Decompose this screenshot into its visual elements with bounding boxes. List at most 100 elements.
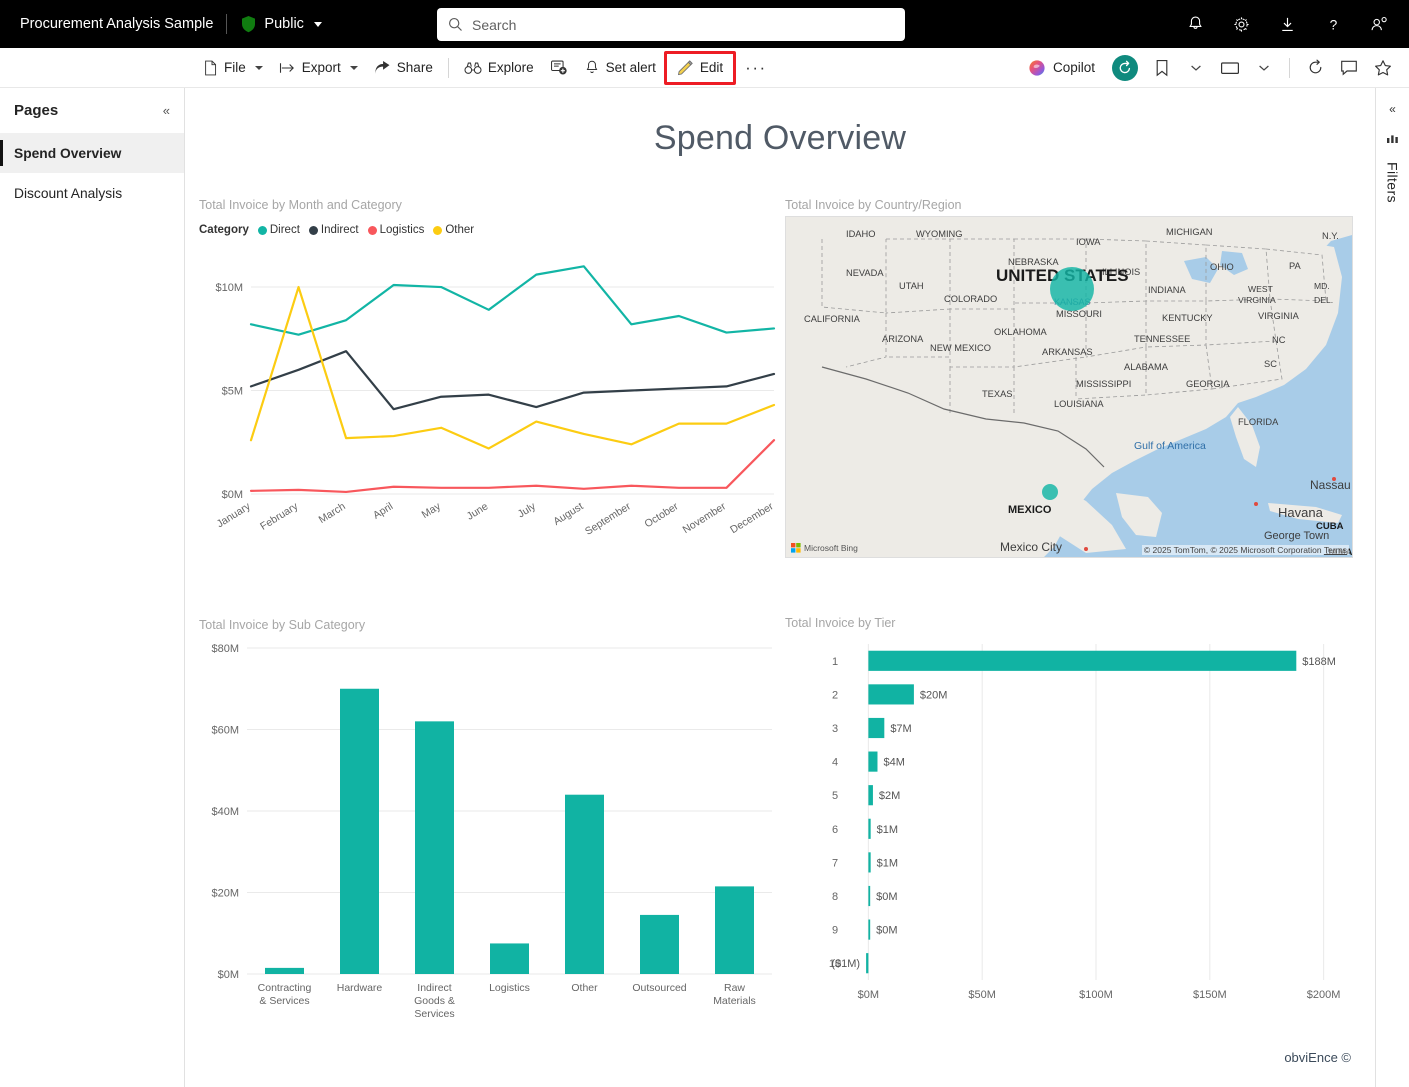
- svg-text:MICHIGAN: MICHIGAN: [1166, 227, 1213, 237]
- svg-text:KENTUCKY: KENTUCKY: [1162, 313, 1213, 323]
- title-divider: [226, 14, 228, 34]
- tier-bar[interactable]: [866, 953, 869, 974]
- bar-x-tick: Other: [571, 982, 598, 994]
- line-x-tick: February: [258, 500, 301, 533]
- refresh-icon[interactable]: [1299, 53, 1331, 83]
- tier-bar[interactable]: [868, 885, 871, 907]
- edit-button[interactable]: Edit: [663, 50, 737, 85]
- share-button[interactable]: Share: [366, 53, 441, 83]
- sidebar-item-discount-analysis[interactable]: Discount Analysis: [0, 173, 184, 213]
- help-question-icon[interactable]: ?: [1313, 4, 1353, 44]
- favorite-star-icon[interactable]: [1367, 53, 1399, 83]
- line-series-indirect[interactable]: [249, 350, 776, 411]
- view-chevron-down-icon[interactable]: [1248, 53, 1280, 83]
- svg-text:WEST: WEST: [1248, 284, 1274, 294]
- bar-column[interactable]: [415, 721, 454, 974]
- legend-entry-logistics[interactable]: Logistics: [367, 224, 424, 236]
- line-chart-visual[interactable]: Total Invoice by Month and Category Cate…: [199, 198, 784, 573]
- collapse-pages-icon[interactable]: «: [162, 103, 170, 118]
- svg-text:$100M: $100M: [1079, 989, 1113, 1001]
- tier-bar[interactable]: [868, 785, 873, 806]
- filters-pane-collapsed[interactable]: « Filters: [1375, 88, 1409, 1087]
- pencil-edit-icon: [677, 60, 693, 76]
- report-toolbar: File Export Share Explore: [0, 48, 1409, 88]
- tier-y-tick: 3: [832, 723, 838, 735]
- search-input[interactable]: Search: [437, 8, 905, 41]
- tier-bar[interactable]: [868, 852, 871, 873]
- legend-entry-other[interactable]: Other: [433, 224, 474, 236]
- set-alert-button[interactable]: Set alert: [576, 53, 664, 83]
- bar-column[interactable]: [265, 967, 304, 974]
- tier-bar[interactable]: [868, 751, 878, 772]
- settings-gear-icon[interactable]: [1221, 4, 1261, 44]
- sensitivity-label-button[interactable]: Public: [240, 15, 322, 33]
- tier-bar-visual[interactable]: Total Invoice by Tier $0M $50M $100M $150M $…: [785, 616, 1357, 1016]
- subscribe-button[interactable]: [542, 53, 576, 83]
- svg-text:NC: NC: [1272, 335, 1286, 345]
- bell-icon: [586, 60, 597, 74]
- bar-column[interactable]: [640, 914, 679, 974]
- bar-x-tick: Logistics: [489, 982, 530, 994]
- tier-bar[interactable]: [868, 717, 885, 739]
- svg-text:Gulf of America: Gulf of America: [1134, 440, 1206, 452]
- view-mode-icon[interactable]: [1214, 53, 1246, 83]
- svg-text:COLORADO: COLORADO: [944, 294, 997, 304]
- map-terms-link[interactable]: Terms: [1323, 545, 1347, 555]
- notifications-icon[interactable]: [1175, 4, 1215, 44]
- legend-entry-direct[interactable]: Direct: [257, 224, 300, 236]
- line-chart-title: Total Invoice by Month and Category: [199, 198, 402, 212]
- tier-y-tick: 2: [832, 689, 838, 701]
- svg-text:NEVADA: NEVADA: [846, 268, 884, 278]
- legend-entry-indirect[interactable]: Indirect: [308, 224, 359, 236]
- map-canvas[interactable]: IDAHO WYOMING NEVADA UTAH COLORADO NEBRA…: [785, 216, 1353, 558]
- tier-y-tick: 8: [832, 891, 838, 903]
- sidebar-item-spend-overview[interactable]: Spend Overview: [0, 133, 184, 173]
- bar-column[interactable]: [490, 943, 529, 974]
- bar-column[interactable]: [565, 794, 604, 974]
- tier-plot: $0M $50M $100M $150M $200M 1 $188M 2 $20M 3 $7M 4 $4…: [829, 644, 1340, 1001]
- svg-text:$0M: $0M: [858, 989, 879, 1001]
- export-label: Export: [301, 60, 341, 75]
- tier-bar[interactable]: [868, 818, 871, 839]
- legend-swatch-indirect: [308, 225, 318, 235]
- copilot-button[interactable]: Copilot: [1019, 53, 1104, 83]
- filter-icon: [1386, 135, 1398, 143]
- tier-bar[interactable]: [868, 919, 871, 940]
- download-icon[interactable]: [1267, 4, 1307, 44]
- file-menu-button[interactable]: File: [195, 53, 271, 83]
- export-menu-button[interactable]: Export: [271, 53, 366, 83]
- line-chart-legend: Category Direct Indirect Logistics Other: [199, 224, 784, 236]
- tier-bar[interactable]: [868, 684, 914, 705]
- pages-header: Pages «: [0, 88, 184, 133]
- line-series-direct[interactable]: [249, 265, 776, 336]
- page-item-label: Spend Overview: [14, 145, 122, 161]
- line-series-logistics[interactable]: [249, 439, 776, 494]
- bar-column[interactable]: [340, 688, 379, 974]
- svg-text:IOWA: IOWA: [1076, 237, 1101, 247]
- bookmark-chevron-down-icon[interactable]: [1180, 53, 1212, 83]
- svg-text:MEXICO: MEXICO: [1008, 504, 1052, 516]
- bing-provider-label: Microsoft Bing: [804, 543, 858, 553]
- bookmark-icon[interactable]: [1146, 53, 1178, 83]
- svg-text:MD.: MD.: [1314, 281, 1330, 291]
- reset-view-button[interactable]: [1112, 54, 1138, 81]
- bar-x-tick: Raw: [724, 982, 745, 994]
- tier-bar[interactable]: [868, 650, 1297, 671]
- comment-icon[interactable]: [1333, 53, 1365, 83]
- more-options-button[interactable]: ···: [745, 57, 767, 77]
- search-icon: [449, 18, 462, 31]
- feedback-person-icon[interactable]: [1359, 4, 1399, 44]
- top-bar-icon-group: ?: [1175, 0, 1399, 48]
- bar-column[interactable]: [715, 886, 754, 974]
- sub-category-bar-visual[interactable]: Total Invoice by Sub Category $0M $20M $40…: [199, 618, 784, 1043]
- chevron-down-icon: [349, 65, 358, 70]
- svg-text:TEXAS: TEXAS: [982, 389, 1012, 399]
- map-visual[interactable]: Total Invoice by Country/Region: [785, 198, 1357, 568]
- line-x-tick: April: [371, 500, 395, 521]
- explore-button[interactable]: Explore: [456, 53, 542, 83]
- line-series-other[interactable]: [249, 285, 776, 450]
- expand-filters-icon[interactable]: «: [1389, 102, 1396, 116]
- tier-y-tick: 9: [832, 925, 838, 937]
- report-canvas[interactable]: Spend Overview Total Invoice by Month an…: [185, 88, 1375, 1087]
- tier-y-tick: 4: [832, 757, 838, 769]
